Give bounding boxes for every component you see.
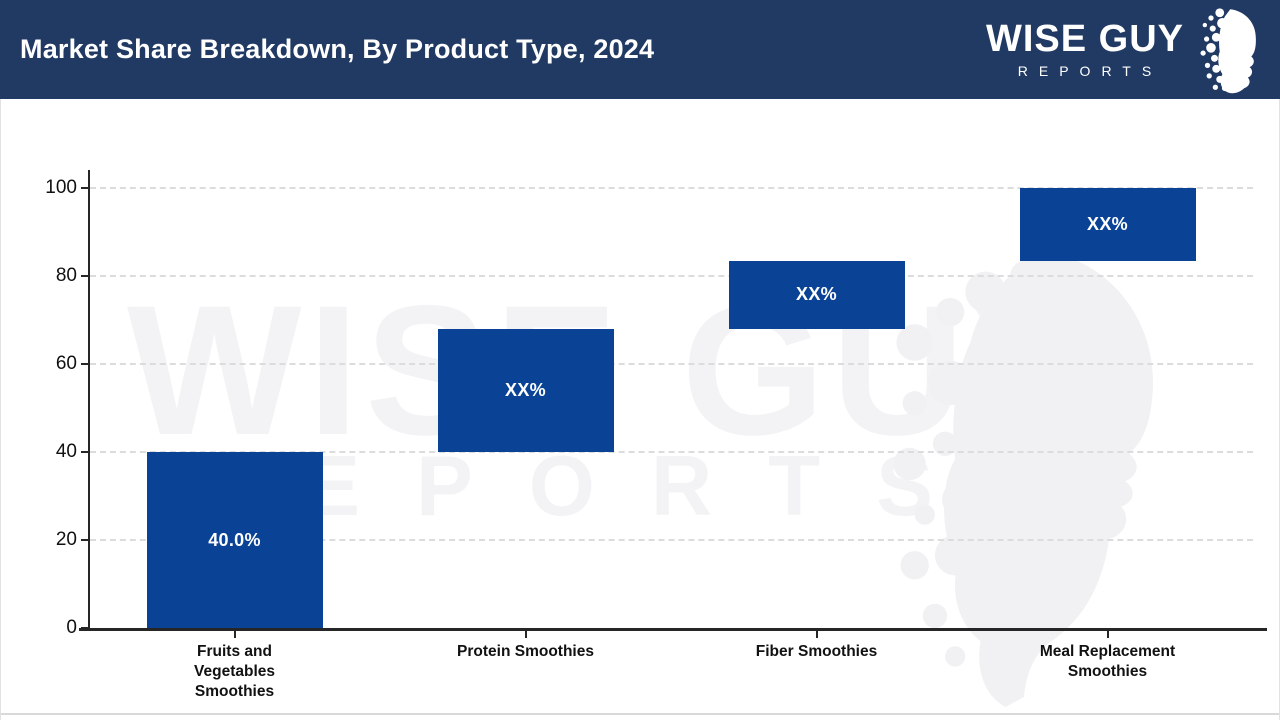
bottom-divider <box>1 713 1279 715</box>
bar-value-label-2: XX% <box>505 379 546 400</box>
y-axis-tick-80 <box>81 275 89 277</box>
bar-value-label-1: 40.0% <box>208 529 261 550</box>
x-axis-tick-3 <box>815 631 818 638</box>
bar-2: XX% <box>437 328 614 452</box>
bar-value-label-3: XX% <box>796 284 837 305</box>
gridline-40 <box>90 451 1253 453</box>
bar-value-label-4: XX% <box>1087 213 1128 234</box>
gridline-20 <box>90 539 1253 541</box>
bar-4: XX% <box>1019 188 1196 261</box>
y-axis-tick-40 <box>81 451 89 453</box>
y-axis-label-60: 60 <box>55 353 77 374</box>
page-title: Market Share Breakdown, By Product Type,… <box>20 34 655 64</box>
chart-area: WISE GUY REPORTS 0 20 40 60 80 100 40.0% Fruits… <box>0 99 1280 720</box>
category-label-line: Protein Smoothies <box>457 643 594 660</box>
y-axis-line <box>88 170 90 630</box>
y-axis-tick-20 <box>81 539 89 541</box>
category-label-line: Smoothies <box>1067 663 1148 680</box>
x-axis-line <box>79 628 1267 631</box>
bar-1: 40.0% <box>146 452 323 628</box>
category-label-2: Protein Smoothies <box>411 642 641 662</box>
y-axis-label-20: 20 <box>55 529 77 550</box>
category-label-line: Fruits and <box>197 643 272 660</box>
category-label-4: Meal Replacement Smoothies <box>993 642 1223 682</box>
y-axis-label-100: 100 <box>45 177 77 198</box>
category-label-line: Meal Replacement <box>1039 643 1176 660</box>
y-axis-tick-100 <box>81 187 89 189</box>
x-axis-tick-1 <box>233 631 236 638</box>
category-label-1: Fruits and Vegetables Smoothies <box>120 642 350 702</box>
category-label-line: Smoothies <box>194 683 275 700</box>
brand-logo: WISE GUY REPORTS <box>986 0 1266 99</box>
gridline-100 <box>90 187 1253 189</box>
category-label-line: Vegetables <box>194 663 275 680</box>
bar-3: XX% <box>728 260 905 329</box>
header: Market Share Breakdown, By Product Type,… <box>0 0 1280 99</box>
logo-face-icon <box>1200 7 1256 93</box>
y-axis-tick-60 <box>81 363 89 365</box>
logo-wordmark: WISE GUY <box>985 18 1184 60</box>
category-label-line: Fiber Smoothies <box>755 643 878 660</box>
logo-subtext: REPORTS <box>1017 63 1163 79</box>
gridline-60 <box>90 363 1253 365</box>
y-axis-label-80: 80 <box>55 265 77 286</box>
y-axis-label-40: 40 <box>55 441 77 462</box>
gridline-80 <box>90 275 1253 277</box>
x-axis-tick-2 <box>524 631 527 638</box>
category-label-3: Fiber Smoothies <box>702 642 932 662</box>
logo-text: WISE GUY REPORTS <box>986 20 1184 79</box>
y-axis-label-0: 0 <box>66 617 77 638</box>
x-axis-tick-4 <box>1106 631 1109 638</box>
